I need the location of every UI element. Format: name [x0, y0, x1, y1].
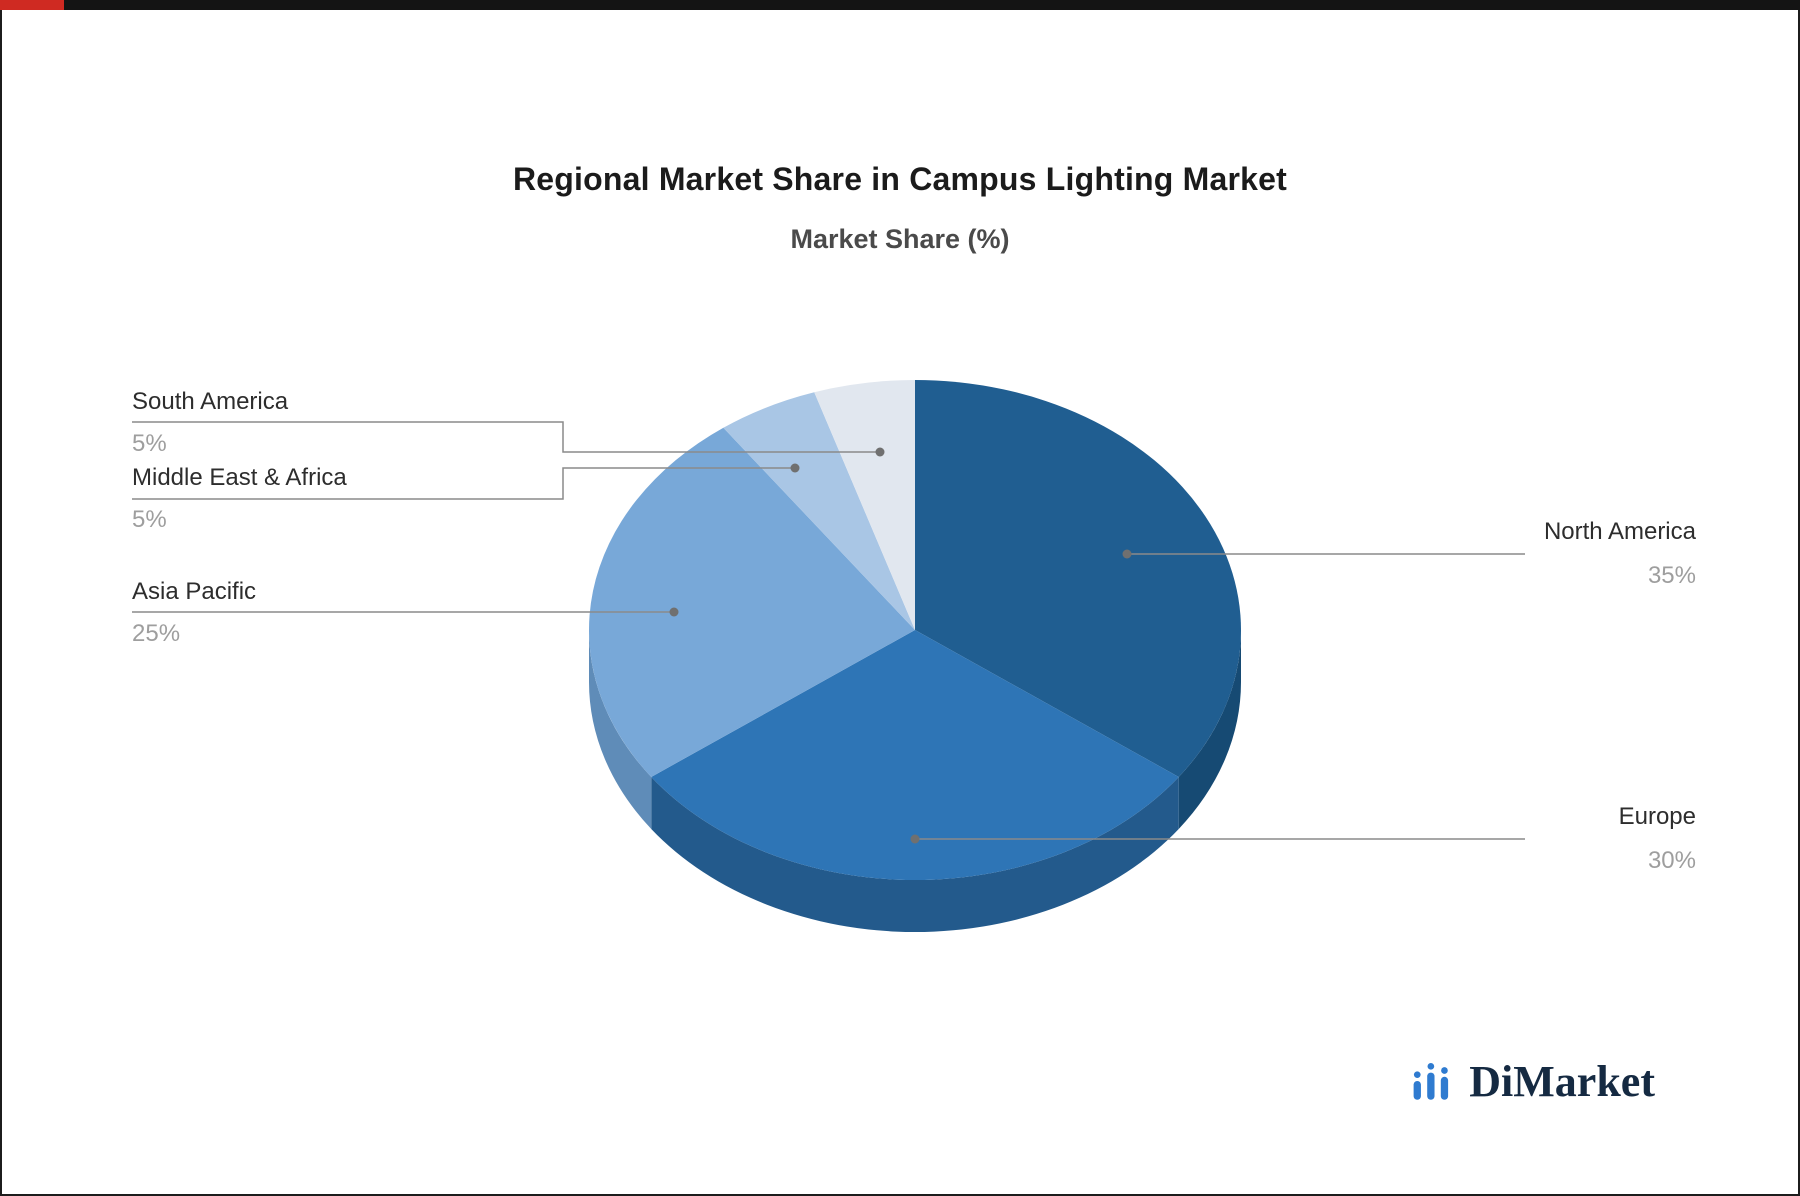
top-edge-bar — [0, 0, 1800, 10]
brand-logo: DiMarket — [1411, 1060, 1655, 1104]
leader-dot-middle-east-africa — [790, 463, 800, 473]
leader-lines — [132, 421, 1525, 844]
top-edge-bar-red-segment — [0, 0, 64, 10]
pie-3d-sides — [589, 630, 1241, 933]
value-north-america: 35% — [1647, 562, 1696, 589]
pie-slice-north-america[interactable] — [915, 380, 1241, 777]
value-middle-east-africa: 5% — [132, 506, 167, 533]
pie-slice-south-america[interactable] — [814, 380, 915, 630]
pie-side-north-america — [1178, 630, 1241, 829]
label-asia-pacific: Asia Pacific — [132, 578, 257, 605]
leader-middle-east-africa — [132, 467, 795, 500]
leader-dot-south-america — [875, 447, 885, 457]
brand-name: DiMarket — [1469, 1057, 1655, 1106]
label-middle-east-africa: Middle East & Africa — [132, 464, 347, 491]
pie-side-asia-pacific — [589, 630, 652, 829]
pie-slice-europe[interactable] — [651, 630, 1179, 881]
pie-side-europe — [651, 776, 1179, 933]
leader-south-america — [132, 421, 880, 453]
label-europe: Europe — [1618, 803, 1696, 830]
leader-dot-europe — [910, 834, 920, 844]
value-europe: 30% — [1647, 847, 1696, 874]
value-asia-pacific: 25% — [132, 620, 181, 647]
pie-slices — [589, 380, 1241, 881]
chart-subtitle: Market Share (%) — [790, 224, 1010, 255]
leader-dot-asia-pacific — [669, 607, 679, 617]
chart-title: Regional Market Share in Campus Lighting… — [513, 161, 1287, 198]
value-south-america: 5% — [132, 430, 167, 457]
pie-slice-asia-pacific[interactable] — [589, 427, 915, 777]
label-north-america: North America — [1543, 518, 1696, 545]
bar-chart-logo-icon — [1413, 1062, 1449, 1100]
label-south-america: South America — [132, 388, 289, 415]
leader-dot-north-america — [1122, 549, 1132, 559]
